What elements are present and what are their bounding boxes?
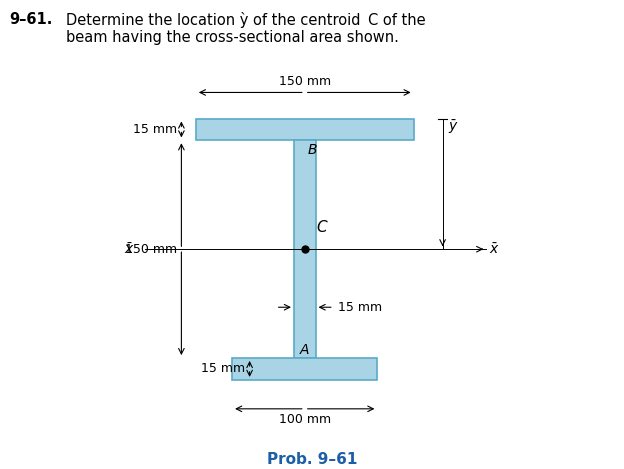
Text: 15 mm: 15 mm [201,363,245,375]
Text: $\bar{x}$: $\bar{x}$ [124,242,135,257]
Text: $\bar{y}$: $\bar{y}$ [449,119,459,136]
Text: B: B [308,143,317,157]
Text: C: C [316,219,327,234]
Bar [232,358,378,380]
Bar [294,140,316,358]
Text: 15 mm: 15 mm [338,301,383,314]
Text: 100 mm: 100 mm [279,413,331,426]
Text: Prob. 9–61: Prob. 9–61 [267,452,357,467]
Text: $\bar{x}$: $\bar{x}$ [489,242,500,257]
Text: 150 mm: 150 mm [125,242,177,256]
Text: Determine the location ỳ of the centroid  C of the
beam having the cross-section: Determine the location ỳ of the centroid… [66,12,425,45]
Text: 150 mm: 150 mm [279,75,331,88]
Text: 15 mm: 15 mm [133,123,177,136]
Bar [196,119,414,140]
Text: 9–61.: 9–61. [9,12,53,27]
Text: A: A [300,342,310,356]
